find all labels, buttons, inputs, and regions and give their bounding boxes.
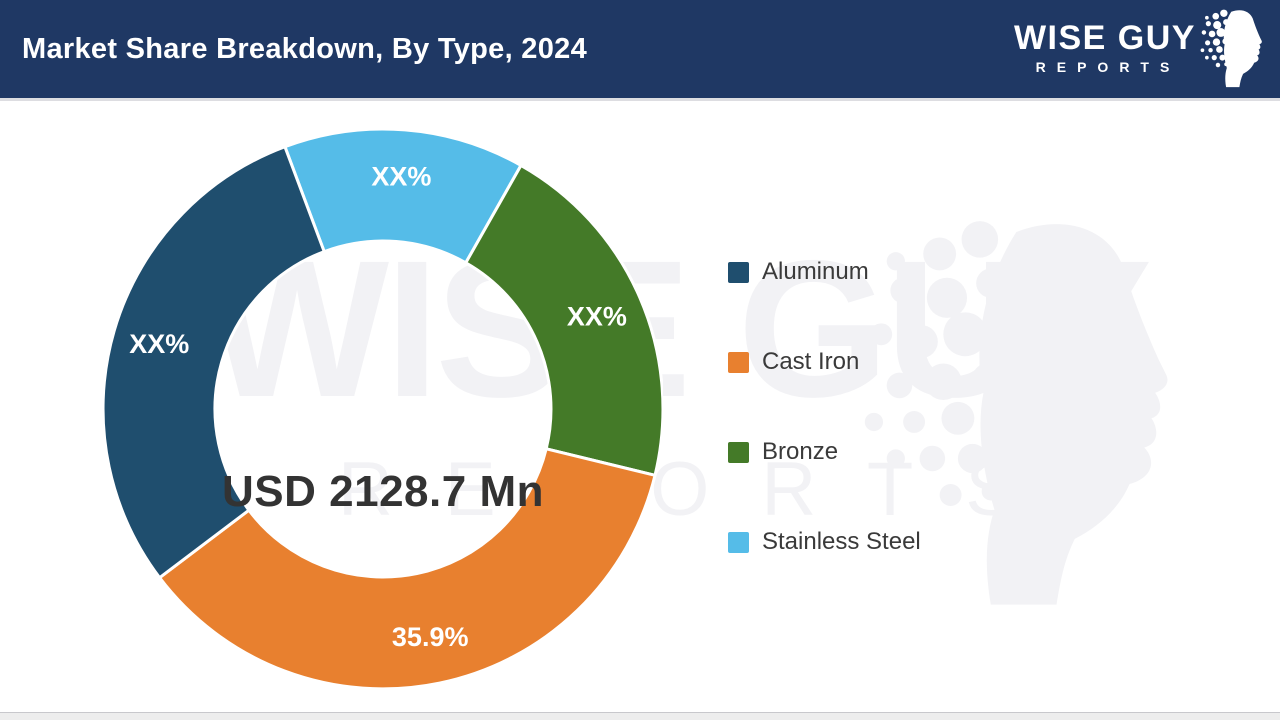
- logo-subtitle: REPORTS: [1035, 59, 1181, 76]
- legend-swatch: [728, 261, 749, 283]
- logo-wordmark: WISE GUY: [1013, 18, 1196, 57]
- donut-segment-aluminum: [103, 144, 327, 580]
- header-bar: Market Share Breakdown, By Type, 2024 WI…: [0, 0, 1280, 101]
- legend-item-cast-iron: Cast Iron: [728, 344, 921, 380]
- bottom-edge-bar: [0, 712, 1280, 720]
- donut-svg: XX% XX% 35.9% XX%: [103, 129, 663, 689]
- chart-legend: Aluminum Cast Iron Bronze Stainless Steel: [728, 254, 921, 614]
- legend-item-bronze: Bronze: [728, 434, 921, 470]
- segment-label-bronze: XX%: [567, 302, 627, 332]
- legend-swatch: [728, 351, 749, 373]
- legend-item-aluminum: Aluminum: [728, 254, 921, 290]
- wise-guy-logo: WISE GUY REPORTS: [1014, 7, 1266, 89]
- legend-label: Bronze: [762, 438, 839, 465]
- segment-label-stainless-steel: XX%: [371, 162, 431, 192]
- segment-label-aluminum: XX%: [129, 329, 189, 359]
- legend-swatch: [728, 531, 749, 553]
- wiseguy-face-icon: [1198, 7, 1266, 89]
- donut-chart: XX% XX% 35.9% XX% USD 2128.7 Mn: [103, 129, 663, 689]
- legend-label: Aluminum: [762, 258, 869, 285]
- legend-item-stainless-steel: Stainless Steel: [728, 524, 921, 560]
- page-title: Market Share Breakdown, By Type, 2024: [22, 32, 588, 65]
- legend-label: Cast Iron: [762, 348, 860, 375]
- legend-label: Stainless Steel: [762, 528, 921, 555]
- legend-swatch: [728, 441, 749, 463]
- donut-segment-cast-iron: [157, 446, 657, 689]
- donut-segment-bronze: [463, 163, 663, 478]
- segment-label-cast-iron: 35.9%: [392, 622, 469, 652]
- logo-text: WISE GUY REPORTS: [1013, 18, 1196, 76]
- chart-center-value: USD 2128.7 Mn: [222, 467, 544, 516]
